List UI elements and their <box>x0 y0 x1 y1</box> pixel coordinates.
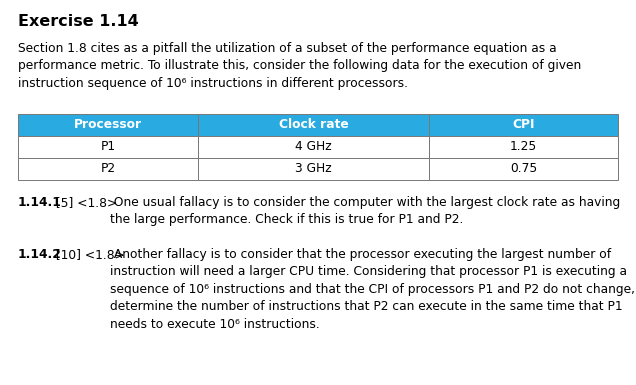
Text: Exercise 1.14: Exercise 1.14 <box>18 14 139 29</box>
Text: [10] <1.8>: [10] <1.8> <box>52 248 125 261</box>
Text: 3 GHz: 3 GHz <box>295 162 332 176</box>
Bar <box>198 114 429 136</box>
Text: [5] <1.8>: [5] <1.8> <box>52 196 117 209</box>
Text: 4 GHz: 4 GHz <box>295 141 332 154</box>
Text: CPI: CPI <box>512 119 535 132</box>
Text: 0.75: 0.75 <box>510 162 537 176</box>
Text: 1.14.2: 1.14.2 <box>18 248 62 261</box>
Bar <box>429 114 618 136</box>
Text: 1.25: 1.25 <box>510 141 537 154</box>
Bar <box>429 136 618 158</box>
Text: Section 1.8 cites as a pitfall the utilization of a subset of the performance eq: Section 1.8 cites as a pitfall the utili… <box>18 42 581 90</box>
Text: Processor: Processor <box>74 119 142 132</box>
Text: One usual fallacy is to consider the computer with the largest clock rate as hav: One usual fallacy is to consider the com… <box>110 196 620 226</box>
Bar <box>18 114 198 136</box>
Text: Another fallacy is to consider that the processor executing the largest number o: Another fallacy is to consider that the … <box>110 248 635 331</box>
Text: Clock rate: Clock rate <box>279 119 349 132</box>
Bar <box>18 158 198 180</box>
Bar <box>429 158 618 180</box>
Bar <box>198 158 429 180</box>
Text: 1.14.1: 1.14.1 <box>18 196 62 209</box>
Text: P1: P1 <box>100 141 116 154</box>
Bar <box>198 136 429 158</box>
Text: P2: P2 <box>100 162 116 176</box>
Bar <box>18 136 198 158</box>
